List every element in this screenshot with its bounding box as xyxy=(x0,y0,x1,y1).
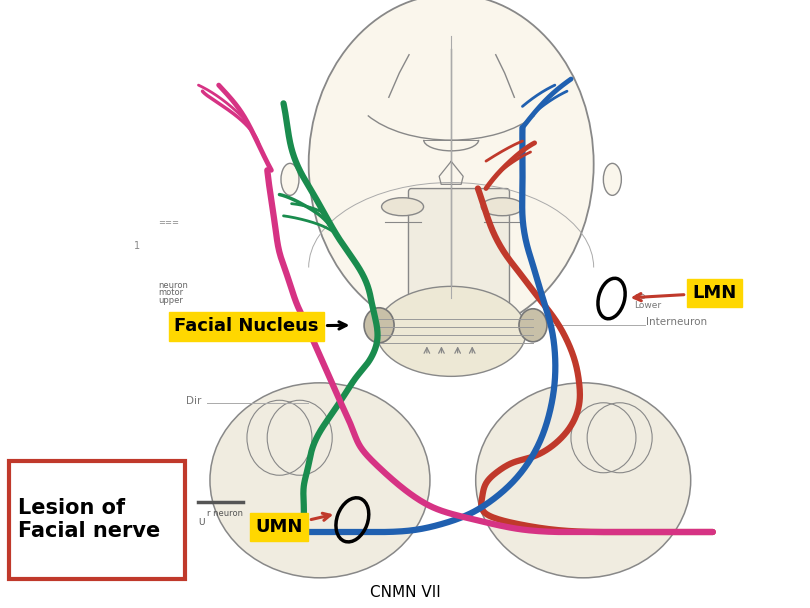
Ellipse shape xyxy=(376,286,526,376)
Text: Interneuron: Interneuron xyxy=(646,317,707,327)
Ellipse shape xyxy=(210,383,430,578)
Text: U: U xyxy=(198,519,205,527)
Ellipse shape xyxy=(519,309,547,342)
Text: 1: 1 xyxy=(134,241,140,251)
Ellipse shape xyxy=(309,0,594,334)
Text: LMN: LMN xyxy=(634,284,737,302)
Text: upper: upper xyxy=(158,296,183,305)
Text: CNMN VII: CNMN VII xyxy=(369,585,441,600)
Text: Lower: Lower xyxy=(634,301,661,310)
Ellipse shape xyxy=(603,164,621,195)
Ellipse shape xyxy=(481,198,523,216)
Text: r neuron: r neuron xyxy=(207,510,242,518)
Text: motor: motor xyxy=(158,288,183,297)
Text: ===: === xyxy=(158,218,179,227)
Text: ne: ne xyxy=(634,292,646,301)
Text: Facial Nucleus: Facial Nucleus xyxy=(174,317,346,336)
Ellipse shape xyxy=(281,164,299,195)
Text: Dir: Dir xyxy=(186,396,202,406)
Text: Lesion of
Facial nerve: Lesion of Facial nerve xyxy=(18,498,160,542)
Ellipse shape xyxy=(475,383,691,578)
Text: neuron: neuron xyxy=(158,280,188,289)
Ellipse shape xyxy=(364,308,394,343)
Ellipse shape xyxy=(382,198,424,216)
FancyBboxPatch shape xyxy=(408,188,509,350)
Text: UMN: UMN xyxy=(255,513,330,536)
FancyBboxPatch shape xyxy=(9,461,185,579)
